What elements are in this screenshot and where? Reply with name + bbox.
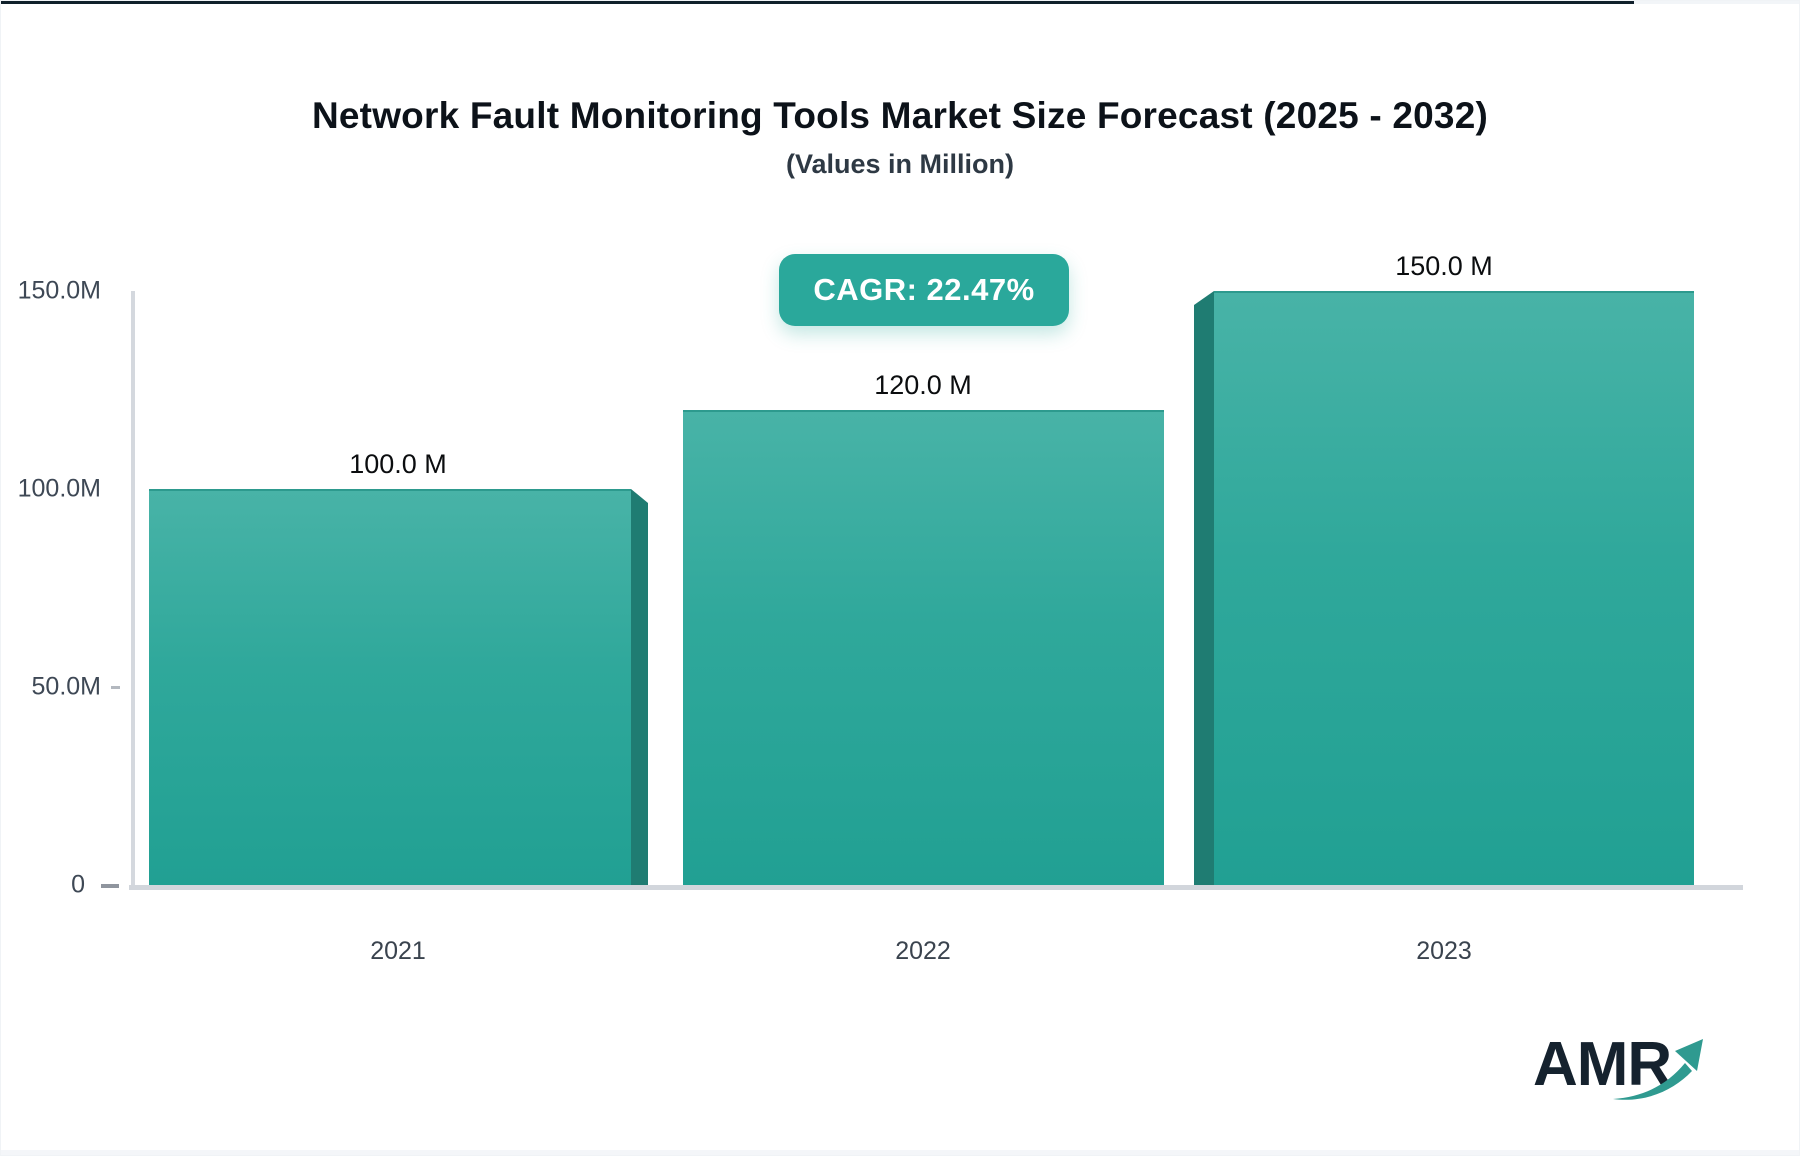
bar-3d-side-2021 [631,489,648,885]
amr-logo-text: AMR [1533,1030,1672,1099]
bar-face-2023 [1214,291,1694,885]
bar-value-label-2023: 150.0 M [1395,251,1493,281]
chart-subtitle: (Values in Million) [785,149,1015,179]
top-accent-line-light [1634,1,1799,4]
bottom-edge [1,1150,1799,1155]
y-axis-line [131,291,135,889]
y-tick-mark-50m [111,686,120,689]
amr-logo: AMR [1533,1029,1713,1119]
bar-3d-side-2023 [1194,291,1214,885]
chart-title: Network Fault Monitoring Tools Market Si… [311,95,1489,136]
amr-logo-arrow-icon [1613,1039,1703,1100]
x-tick-label-2022: 2022 [895,937,951,965]
bar-face-2021 [149,489,631,885]
x-tick-label-2021: 2021 [370,937,426,965]
y-tick-label-100m: 100.0M [17,474,101,503]
bar-face-2022 [683,410,1164,885]
x-tick-label-2023: 2023 [1416,937,1472,965]
cagr-badge: CAGR: 22.47% [779,254,1069,326]
y-tick-label-150m: 150.0M [17,276,101,305]
x-axis-baseline [129,885,1743,890]
bar-value-label-2022: 120.0 M [874,370,972,400]
bar-value-label-2021: 100.0 M [349,449,447,479]
y-tick-label-0: 0 [71,870,85,899]
y-tick-mark-0 [101,884,119,888]
top-accent-line [1,1,1634,4]
y-tick-label-50m: 50.0M [31,672,101,701]
